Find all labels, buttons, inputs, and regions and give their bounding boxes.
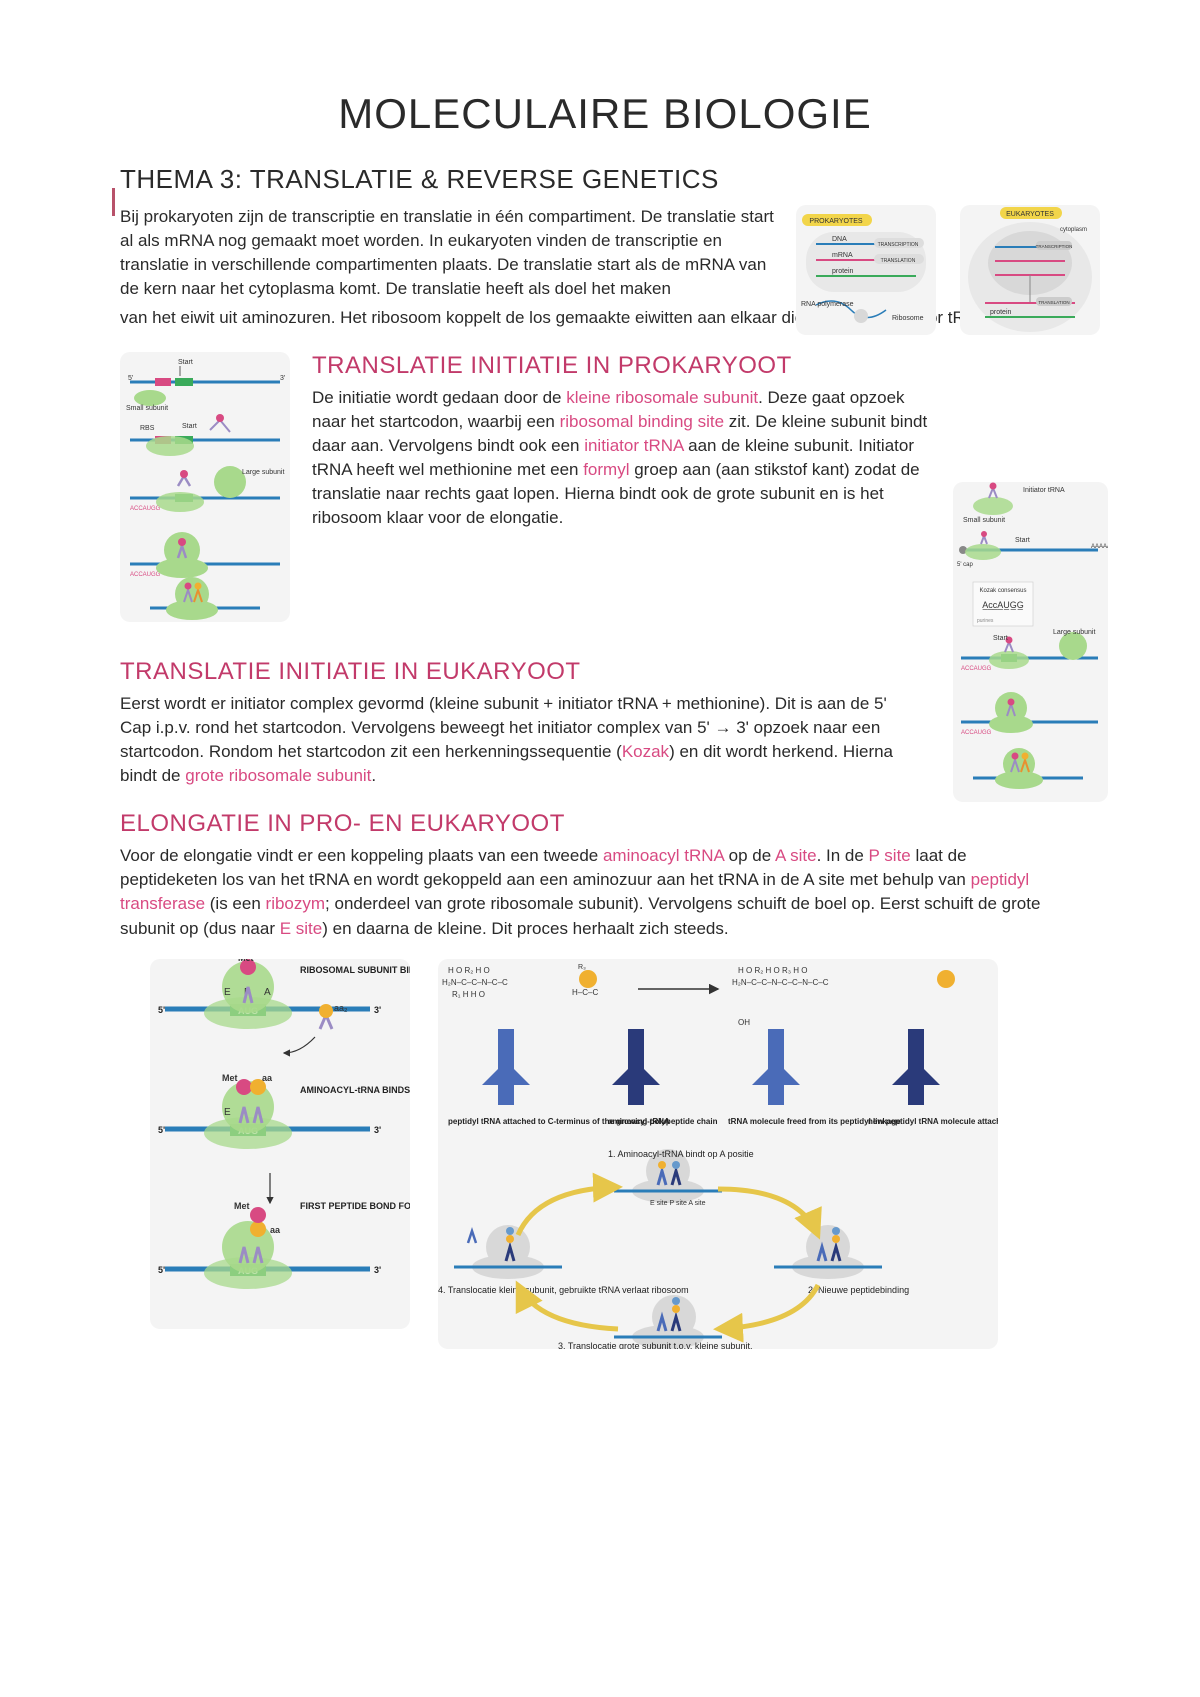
figure-elongation-steps-left: 5' 3' AUG E P A Met RIBOSOMAL SUBUNIT BI… xyxy=(150,959,410,1329)
svg-text:RIBOSOMAL SUBUNIT BINDS: RIBOSOMAL SUBUNIT BINDS xyxy=(300,965,410,975)
svg-text:AAAAA: AAAAA xyxy=(1091,544,1108,550)
svg-text:3': 3' xyxy=(374,1265,381,1275)
svg-text:AMINOACYL-tRNA BINDS (step 1): AMINOACYL-tRNA BINDS (step 1) xyxy=(300,1085,410,1095)
figure-elongation-cycle-right: H O R₂ H O H₂N–C–C–N–C–C R₁ H H O R₃ H–C… xyxy=(438,959,998,1349)
svg-text:4. Translocatie kleine subunit: 4. Translocatie kleine subunit, gebruikt… xyxy=(438,1285,689,1295)
svg-text:EUKARYOTES: EUKARYOTES xyxy=(1006,211,1054,218)
elongation-figures: 5' 3' AUG E P A Met RIBOSOMAL SUBUNIT BI… xyxy=(120,959,1090,1349)
eukaryote-section: TRANSLATIE INITIATIE IN EUKARYOOT Eerst … xyxy=(120,658,1090,789)
svg-text:Kozak consensus: Kozak consensus xyxy=(979,588,1026,594)
figure-prokaryote-initiation-steps: 5' 3' Start Small subunit RBS Start xyxy=(120,352,290,622)
svg-text:R₃: R₃ xyxy=(578,964,586,971)
svg-text:FIRST PEPTIDE BOND FORMS (step: FIRST PEPTIDE BOND FORMS (step 2) xyxy=(300,1201,410,1211)
svg-text:A: A xyxy=(264,987,271,998)
figure-prokaryote-cell: PROKARYOTES DNA TRANSCRIPTION mRNA TRANS… xyxy=(796,205,936,335)
svg-text:Met: Met xyxy=(238,959,254,963)
prokaryote-section: 5' 3' Start Small subunit RBS Start xyxy=(120,352,1090,622)
svg-text:aminoacyl-tRNA: aminoacyl-tRNA xyxy=(608,1117,670,1126)
svg-text:H–C–C: H–C–C xyxy=(572,988,598,997)
svg-text:2. Nieuwe peptidebinding: 2. Nieuwe peptidebinding xyxy=(808,1285,909,1295)
svg-text:ACCAUGG: ACCAUGG xyxy=(130,572,161,578)
svg-text:cytoplasm: cytoplasm xyxy=(1060,227,1087,233)
svg-text:3': 3' xyxy=(280,375,285,382)
svg-text:Small subunit: Small subunit xyxy=(126,405,168,412)
prokaryote-heading: TRANSLATIE INITIATIE IN PROKARYOOT xyxy=(312,352,940,380)
svg-text:Start: Start xyxy=(182,423,197,430)
elongation-section: ELONGATIE IN PRO- EN EUKARYOOT Voor de e… xyxy=(120,810,1090,1349)
svg-text:5': 5' xyxy=(128,375,133,382)
intro-figures: PROKARYOTES DNA TRANSCRIPTION mRNA TRANS… xyxy=(796,205,1100,335)
svg-text:E: E xyxy=(224,1107,231,1118)
svg-text:OH: OH xyxy=(738,1018,750,1027)
svg-text:Initiator tRNA: Initiator tRNA xyxy=(1023,487,1065,494)
svg-text:H O R₂ H O: H O R₂ H O xyxy=(448,966,490,975)
svg-text:3. Translocatie grote subunit: 3. Translocatie grote subunit t.o.v. kle… xyxy=(558,1341,752,1349)
svg-text:RNA polymerase: RNA polymerase xyxy=(801,301,854,308)
prokaryote-paragraph: De initiatie wordt gedaan door de kleine… xyxy=(312,386,940,531)
svg-text:H₂N–C–C–N–C–C: H₂N–C–C–N–C–C xyxy=(442,978,508,987)
svg-text:TRANSLATION: TRANSLATION xyxy=(881,258,916,264)
svg-text:3': 3' xyxy=(374,1005,381,1015)
svg-text:Ribosome: Ribosome xyxy=(892,315,924,322)
intro-section: Bij prokaryoten zijn de transcriptie en … xyxy=(120,205,1090,330)
svg-text:5': 5' xyxy=(158,1265,165,1275)
svg-text:purines: purines xyxy=(977,618,994,624)
svg-text:peptidyl tRNA attached to C-te: peptidyl tRNA attached to C-terminus of … xyxy=(448,1117,718,1126)
svg-text:aa: aa xyxy=(270,1225,281,1235)
svg-text:E: E xyxy=(224,987,231,998)
eukaryote-heading: TRANSLATIE INITIATIE IN EUKARYOOT xyxy=(120,658,1090,686)
svg-text:5': 5' xyxy=(158,1005,165,1015)
eukaryote-paragraph: Eerst wordt er initiator complex gevormd… xyxy=(120,692,910,789)
label-prokaryotes: PROKARYOTES xyxy=(809,218,862,225)
svg-text:5': 5' xyxy=(158,1125,165,1135)
svg-text:H O R₂ H O R₃ H O: H O R₂ H O R₃ H O xyxy=(738,966,807,975)
svg-text:E site P site A site: E site P site A site xyxy=(650,1200,706,1207)
revision-mark xyxy=(112,188,115,216)
page-title: MOLECULAIRE BIOLOGIE xyxy=(120,90,1090,138)
svg-text:TRANSCRIPTION: TRANSCRIPTION xyxy=(878,242,919,248)
figure-eukaryote-cell: EUKARYOTES cytoplasm TRANSCRIPTION TRANS… xyxy=(960,205,1100,335)
svg-text:R₁ H H O: R₁ H H O xyxy=(452,990,485,999)
svg-text:Met: Met xyxy=(234,1201,250,1211)
svg-text:A̲c̲c̲A̲U̲G̲G̲: A̲c̲c̲A̲U̲G̲G̲ xyxy=(982,600,1024,610)
svg-text:TRANSLATION: TRANSLATION xyxy=(1038,300,1069,305)
svg-text:Start: Start xyxy=(178,359,193,366)
elongation-paragraph: Voor de elongatie vindt er een koppeling… xyxy=(120,844,1050,941)
svg-text:Small subunit: Small subunit xyxy=(963,517,1005,524)
svg-text:new peptidyl tRNA molecule att: new peptidyl tRNA molecule attached to C… xyxy=(868,1117,998,1126)
intro-paragraph-a: Bij prokaryoten zijn de transcriptie en … xyxy=(120,205,780,302)
svg-text:Large subunit: Large subunit xyxy=(242,469,284,476)
svg-text:aa: aa xyxy=(262,1073,273,1083)
svg-text:Met: Met xyxy=(222,1073,238,1083)
svg-text:H₂N–C–C–N–C–C–N–C–C: H₂N–C–C–N–C–C–N–C–C xyxy=(732,978,829,987)
svg-text:Start: Start xyxy=(993,635,1008,642)
svg-text:protein: protein xyxy=(990,309,1012,316)
svg-text:RBS: RBS xyxy=(140,425,155,432)
svg-text:protein: protein xyxy=(832,268,854,275)
elongation-heading: ELONGATIE IN PRO- EN EUKARYOOT xyxy=(120,810,1090,838)
svg-text:TRANSCRIPTION: TRANSCRIPTION xyxy=(1036,244,1073,249)
svg-text:Large subunit: Large subunit xyxy=(1053,629,1095,636)
svg-text:mRNA: mRNA xyxy=(832,252,853,259)
page-subtitle: THEMA 3: TRANSLATIE & REVERSE GENETICS xyxy=(120,164,1090,195)
svg-text:3': 3' xyxy=(374,1125,381,1135)
svg-text:5' cap: 5' cap xyxy=(957,562,973,568)
svg-text:Start: Start xyxy=(1015,537,1030,544)
svg-text:1. Aminoacyl-tRNA bindt op A p: 1. Aminoacyl-tRNA bindt op A positie xyxy=(608,1149,754,1159)
svg-text:DNA: DNA xyxy=(832,236,847,243)
svg-text:aa₂: aa₂ xyxy=(334,1003,348,1013)
svg-text:ACCAUGG: ACCAUGG xyxy=(130,506,161,512)
